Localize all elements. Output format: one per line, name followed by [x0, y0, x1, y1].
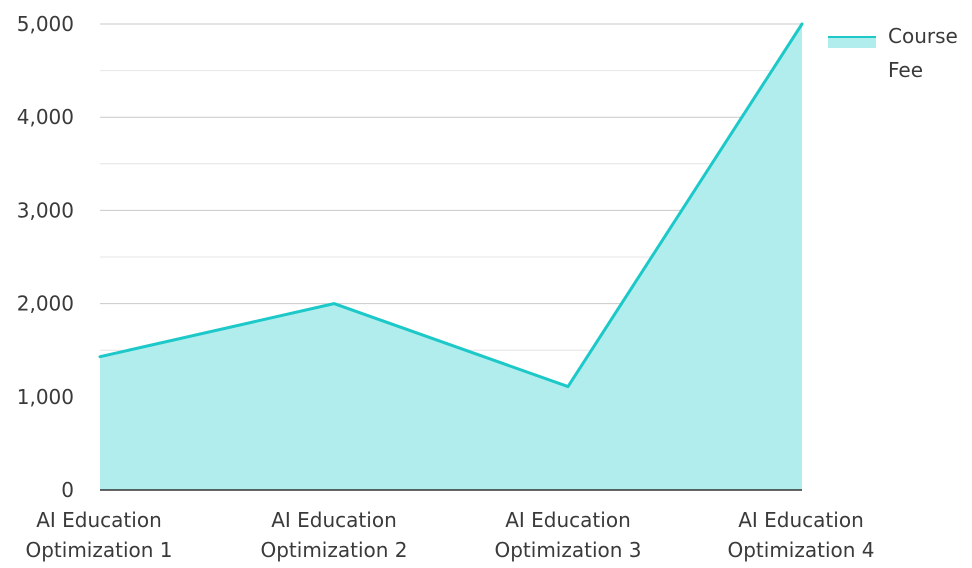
series-line [98, 22, 804, 389]
x-tick-label-line: AI Education [738, 508, 864, 532]
series-line-layer [98, 22, 804, 389]
x-tick-label: AI Education Optimization 4 [727, 508, 874, 562]
legend-label-line-1: Course [888, 24, 958, 48]
series-area-fill [100, 24, 802, 490]
y-tick-label: 4,000 [17, 105, 74, 129]
x-axis-tick-labels: AI Education Optimization 1 AI Education Op… [25, 508, 874, 562]
x-tick-label-line: AI Education [505, 508, 631, 532]
x-tick-label: AI Education Optimization 2 [260, 508, 407, 562]
legend-swatch-fill [828, 38, 876, 48]
y-tick-label: 2,000 [17, 292, 74, 316]
y-tick-label: 5,000 [17, 12, 74, 36]
y-tick-label: 1,000 [17, 385, 74, 409]
y-tick-label: 0 [61, 478, 74, 502]
x-tick-label: AI Education Optimization 1 [25, 508, 172, 562]
legend: Course Fee [828, 24, 964, 82]
x-tick-label-line: AI Education [271, 508, 397, 532]
legend-label: Course Fee [888, 24, 964, 82]
y-axis-tick-labels: 0 1,000 2,000 3,000 4,000 5,000 [17, 12, 74, 502]
legend-label-line-2: Fee [888, 58, 923, 82]
x-tick-label-line: AI Education [36, 508, 162, 532]
area-fill-layer [100, 24, 802, 490]
x-tick-label-line: Optimization 2 [260, 538, 407, 562]
x-tick-label: AI Education Optimization 3 [494, 508, 641, 562]
x-tick-label-line: Optimization 3 [494, 538, 641, 562]
x-tick-label-line: Optimization 4 [727, 538, 874, 562]
x-tick-label-line: Optimization 1 [25, 538, 172, 562]
y-tick-label: 3,000 [17, 198, 74, 222]
